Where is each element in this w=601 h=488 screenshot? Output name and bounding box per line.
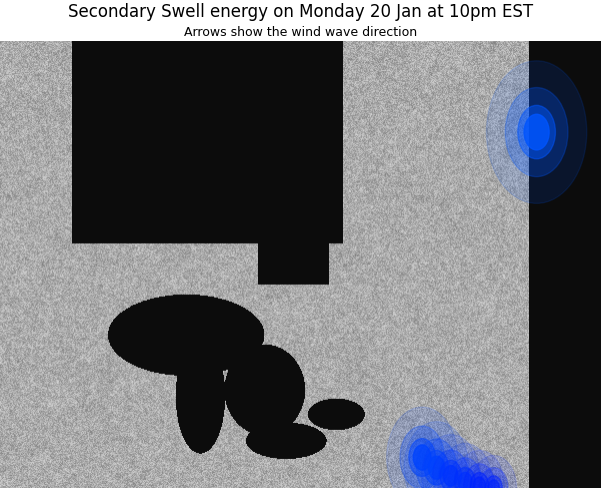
Circle shape	[424, 450, 448, 485]
Circle shape	[505, 88, 568, 177]
Circle shape	[448, 458, 482, 488]
Circle shape	[518, 106, 555, 160]
Circle shape	[473, 477, 486, 488]
Circle shape	[480, 468, 508, 488]
Circle shape	[438, 444, 492, 488]
Circle shape	[440, 460, 462, 488]
Circle shape	[464, 464, 495, 488]
Circle shape	[429, 456, 445, 479]
Circle shape	[470, 473, 489, 488]
Circle shape	[471, 455, 517, 488]
Circle shape	[524, 115, 549, 151]
Circle shape	[444, 466, 458, 486]
Circle shape	[433, 450, 469, 488]
Circle shape	[400, 426, 444, 488]
Circle shape	[459, 472, 472, 488]
Text: Arrows show the wind wave direction: Arrows show the wind wave direction	[184, 26, 417, 39]
Circle shape	[488, 480, 499, 488]
Circle shape	[404, 422, 469, 488]
Circle shape	[485, 476, 502, 488]
Circle shape	[454, 450, 504, 488]
Text: Secondary Swell energy on Monday 20 Jan at 10pm EST: Secondary Swell energy on Monday 20 Jan …	[68, 2, 533, 20]
Circle shape	[422, 435, 480, 488]
Circle shape	[386, 407, 457, 488]
Circle shape	[416, 439, 457, 488]
Circle shape	[486, 61, 587, 204]
Circle shape	[409, 439, 436, 476]
Circle shape	[455, 468, 475, 488]
Circle shape	[413, 445, 431, 470]
